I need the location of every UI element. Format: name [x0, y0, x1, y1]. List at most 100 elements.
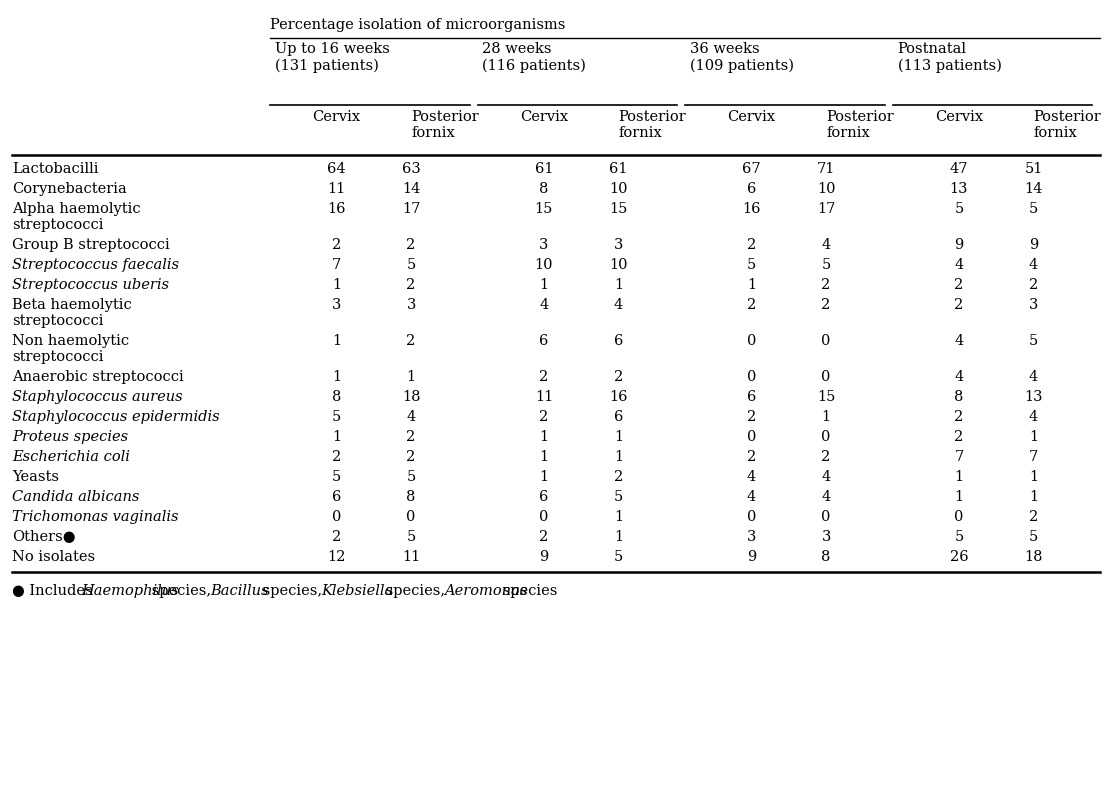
- Text: 2: 2: [1029, 510, 1038, 524]
- Text: 2: 2: [614, 370, 623, 384]
- Text: Non haemolytic
streptococci: Non haemolytic streptococci: [12, 334, 129, 364]
- Text: Posterior
fornix: Posterior fornix: [411, 110, 478, 141]
- Text: 2: 2: [539, 530, 548, 544]
- Text: 3: 3: [539, 238, 548, 252]
- Text: Anaerobic streptococci: Anaerobic streptococci: [12, 370, 184, 384]
- Text: 26: 26: [949, 550, 968, 564]
- Text: 2: 2: [406, 278, 416, 292]
- Text: 6: 6: [614, 334, 624, 348]
- Text: 1: 1: [614, 530, 623, 544]
- Text: 0: 0: [332, 510, 341, 524]
- Text: 2: 2: [821, 450, 830, 464]
- Text: 5: 5: [406, 530, 416, 544]
- Text: 1: 1: [821, 410, 830, 424]
- Text: 4: 4: [821, 238, 830, 252]
- Text: Trichomonas vaginalis: Trichomonas vaginalis: [12, 510, 179, 524]
- Text: 3: 3: [332, 298, 341, 312]
- Text: 5: 5: [332, 410, 341, 424]
- Text: 5: 5: [406, 258, 416, 272]
- Text: Posterior
fornix: Posterior fornix: [1033, 110, 1101, 141]
- Text: Staphylococcus epidermidis: Staphylococcus epidermidis: [12, 410, 220, 424]
- Text: 2: 2: [614, 470, 623, 484]
- Text: Proteus species: Proteus species: [12, 430, 128, 444]
- Text: Yeasts: Yeasts: [12, 470, 59, 484]
- Text: 18: 18: [402, 390, 421, 404]
- Text: 14: 14: [1025, 182, 1042, 196]
- Text: 6: 6: [539, 334, 548, 348]
- Text: 51: 51: [1025, 162, 1042, 176]
- Text: 14: 14: [402, 182, 421, 196]
- Text: 8: 8: [332, 390, 341, 404]
- Text: 4: 4: [614, 298, 623, 312]
- Text: Group B streptococci: Group B streptococci: [12, 238, 170, 252]
- Text: Corynebacteria: Corynebacteria: [12, 182, 127, 196]
- Text: Streptococcus uberis: Streptococcus uberis: [12, 278, 169, 292]
- Text: 4: 4: [955, 258, 963, 272]
- Text: Aeromonas: Aeromonas: [444, 584, 527, 598]
- Text: 2: 2: [539, 410, 548, 424]
- Text: 4: 4: [1029, 258, 1038, 272]
- Text: 5: 5: [955, 202, 963, 216]
- Text: Alpha haemolytic
streptococci: Alpha haemolytic streptococci: [12, 202, 141, 232]
- Text: 1: 1: [955, 470, 963, 484]
- Text: 1: 1: [332, 334, 341, 348]
- Text: 1: 1: [539, 430, 548, 444]
- Text: 2: 2: [1029, 278, 1038, 292]
- Text: Bacillus: Bacillus: [210, 584, 269, 598]
- Text: 2: 2: [747, 238, 756, 252]
- Text: 6: 6: [539, 490, 548, 504]
- Text: 6: 6: [332, 490, 341, 504]
- Text: 7: 7: [955, 450, 963, 464]
- Text: 61: 61: [535, 162, 553, 176]
- Text: 4: 4: [821, 470, 830, 484]
- Text: Streptococcus faecalis: Streptococcus faecalis: [12, 258, 179, 272]
- Text: 2: 2: [406, 334, 416, 348]
- Text: 1: 1: [1029, 470, 1038, 484]
- Text: 9: 9: [1029, 238, 1038, 252]
- Text: 1: 1: [614, 450, 623, 464]
- Text: No isolates: No isolates: [12, 550, 95, 564]
- Text: 11: 11: [535, 390, 553, 404]
- Text: 2: 2: [747, 450, 756, 464]
- Text: 15: 15: [817, 390, 836, 404]
- Text: Lactobacilli: Lactobacilli: [12, 162, 99, 176]
- Text: Haemophilus: Haemophilus: [81, 584, 179, 598]
- Text: 8: 8: [539, 182, 548, 196]
- Text: 5: 5: [955, 530, 963, 544]
- Text: species: species: [498, 584, 557, 598]
- Text: 13: 13: [1025, 390, 1043, 404]
- Text: 13: 13: [950, 182, 968, 196]
- Text: 2: 2: [955, 278, 963, 292]
- Text: 1: 1: [332, 430, 341, 444]
- Text: 10: 10: [817, 182, 836, 196]
- Text: 10: 10: [609, 258, 628, 272]
- Text: 1: 1: [747, 278, 756, 292]
- Text: 18: 18: [1025, 550, 1043, 564]
- Text: 63: 63: [402, 162, 421, 176]
- Text: 15: 15: [535, 202, 553, 216]
- Text: Cervix: Cervix: [727, 110, 776, 124]
- Text: Staphylococcus aureus: Staphylococcus aureus: [12, 390, 183, 404]
- Text: 4: 4: [955, 334, 963, 348]
- Text: 1: 1: [955, 490, 963, 504]
- Text: 2: 2: [747, 410, 756, 424]
- Text: 17: 17: [817, 202, 836, 216]
- Text: 1: 1: [332, 370, 341, 384]
- Text: 7: 7: [332, 258, 341, 272]
- Text: Up to 16 weeks
(131 patients): Up to 16 weeks (131 patients): [275, 42, 390, 73]
- Text: 2: 2: [332, 530, 341, 544]
- Text: 4: 4: [747, 490, 756, 504]
- Text: 3: 3: [1029, 298, 1038, 312]
- Text: 1: 1: [1029, 430, 1038, 444]
- Text: 0: 0: [747, 430, 756, 444]
- Text: 2: 2: [406, 430, 416, 444]
- Text: 1: 1: [614, 278, 623, 292]
- Text: 17: 17: [402, 202, 421, 216]
- Text: 1: 1: [614, 510, 623, 524]
- Text: Cervix: Cervix: [935, 110, 983, 124]
- Text: 0: 0: [539, 510, 548, 524]
- Text: 47: 47: [950, 162, 968, 176]
- Text: 36 weeks
(109 patients): 36 weeks (109 patients): [690, 42, 794, 73]
- Text: 4: 4: [1029, 410, 1038, 424]
- Text: ● Includes: ● Includes: [12, 584, 98, 598]
